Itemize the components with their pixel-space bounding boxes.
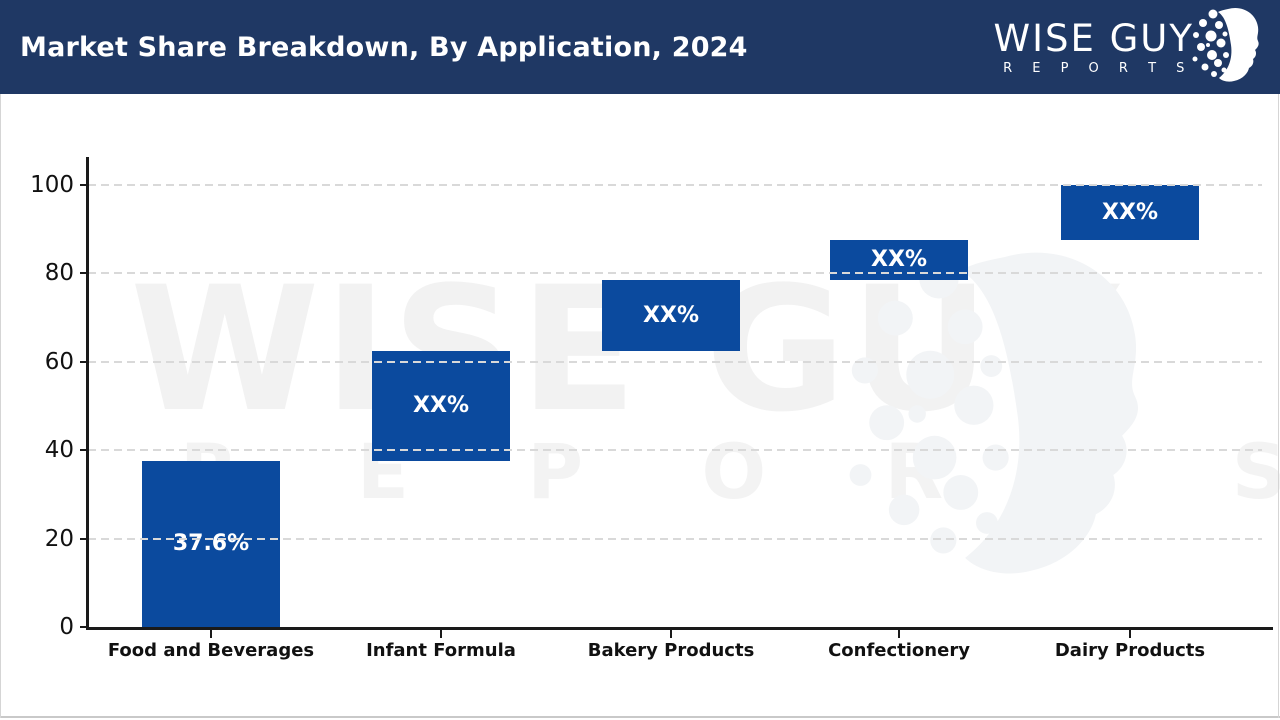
bar-value-label: XX% xyxy=(871,247,927,273)
y-tick-label-80: 80 xyxy=(44,260,74,287)
y-tick-0 xyxy=(80,626,88,628)
y-tick-label-100: 100 xyxy=(30,172,74,198)
bottom-border xyxy=(0,716,1280,718)
category-label-1: Infant Formula xyxy=(366,640,516,661)
y-tick-80 xyxy=(80,272,88,275)
bar-bakery-products: XX% xyxy=(602,279,740,352)
bar-value-label: XX% xyxy=(643,302,699,328)
x-tick-1 xyxy=(440,630,442,638)
x-axis xyxy=(86,627,1273,630)
header-bar: Market Share Breakdown, By Application, … xyxy=(0,0,1280,94)
y-tick-label-20: 20 xyxy=(44,525,74,552)
category-label-4: Dairy Products xyxy=(1054,640,1206,661)
page-title: Market Share Breakdown, By Application, … xyxy=(20,31,748,63)
bar-infant-formula: XX% xyxy=(372,351,510,461)
category-label-2: Bakery Products xyxy=(587,640,755,661)
x-tick-2 xyxy=(670,630,672,638)
y-tick-label-40: 40 xyxy=(44,437,74,464)
y-tick-label-60: 60 xyxy=(44,348,74,375)
gridline-y-20 xyxy=(88,537,1262,540)
right-border xyxy=(1278,94,1279,718)
bar-food-and-beverages: 37.6% xyxy=(142,460,280,627)
y-tick-20 xyxy=(80,537,88,540)
logo-wordmark: WISE GUY xyxy=(993,16,1194,60)
wiseguy-logo-text: WISE GUY R E P O R T S xyxy=(994,20,1194,75)
gridline-y-80 xyxy=(88,272,1262,275)
x-tick-4 xyxy=(1129,630,1131,638)
x-tick-0 xyxy=(210,630,212,638)
watermark-subtitle: R E P O R T S xyxy=(180,427,1280,516)
y-tick-60 xyxy=(80,360,88,363)
y-axis xyxy=(86,157,89,630)
y-tick-40 xyxy=(80,449,88,452)
head-profile-icon xyxy=(1188,3,1266,91)
chart-area: WISE GUY R E P O R T S 0 20 40 60 80 100 37.6%… xyxy=(0,94,1280,714)
left-border xyxy=(0,94,1,718)
wiseguy-logo: WISE GUY R E P O R T S xyxy=(994,3,1266,91)
y-tick-100 xyxy=(80,184,88,186)
gridline-y-40 xyxy=(88,449,1262,452)
bar-value-label: XX% xyxy=(413,393,469,419)
bar-value-label: 37.6% xyxy=(172,531,250,557)
x-tick-3 xyxy=(898,630,900,638)
y-tick-label-0: 0 xyxy=(59,614,74,640)
category-label-0: Food and Beverages xyxy=(107,640,315,661)
bar-value-label: XX% xyxy=(1102,200,1158,226)
bar-dairy-products: XX% xyxy=(1061,185,1199,241)
logo-subtitle: R E P O R T S xyxy=(1003,60,1193,76)
gridline-y-60 xyxy=(88,360,1262,363)
gridline-y-100 xyxy=(88,184,1262,186)
category-label-3: Confectionery xyxy=(828,640,970,661)
